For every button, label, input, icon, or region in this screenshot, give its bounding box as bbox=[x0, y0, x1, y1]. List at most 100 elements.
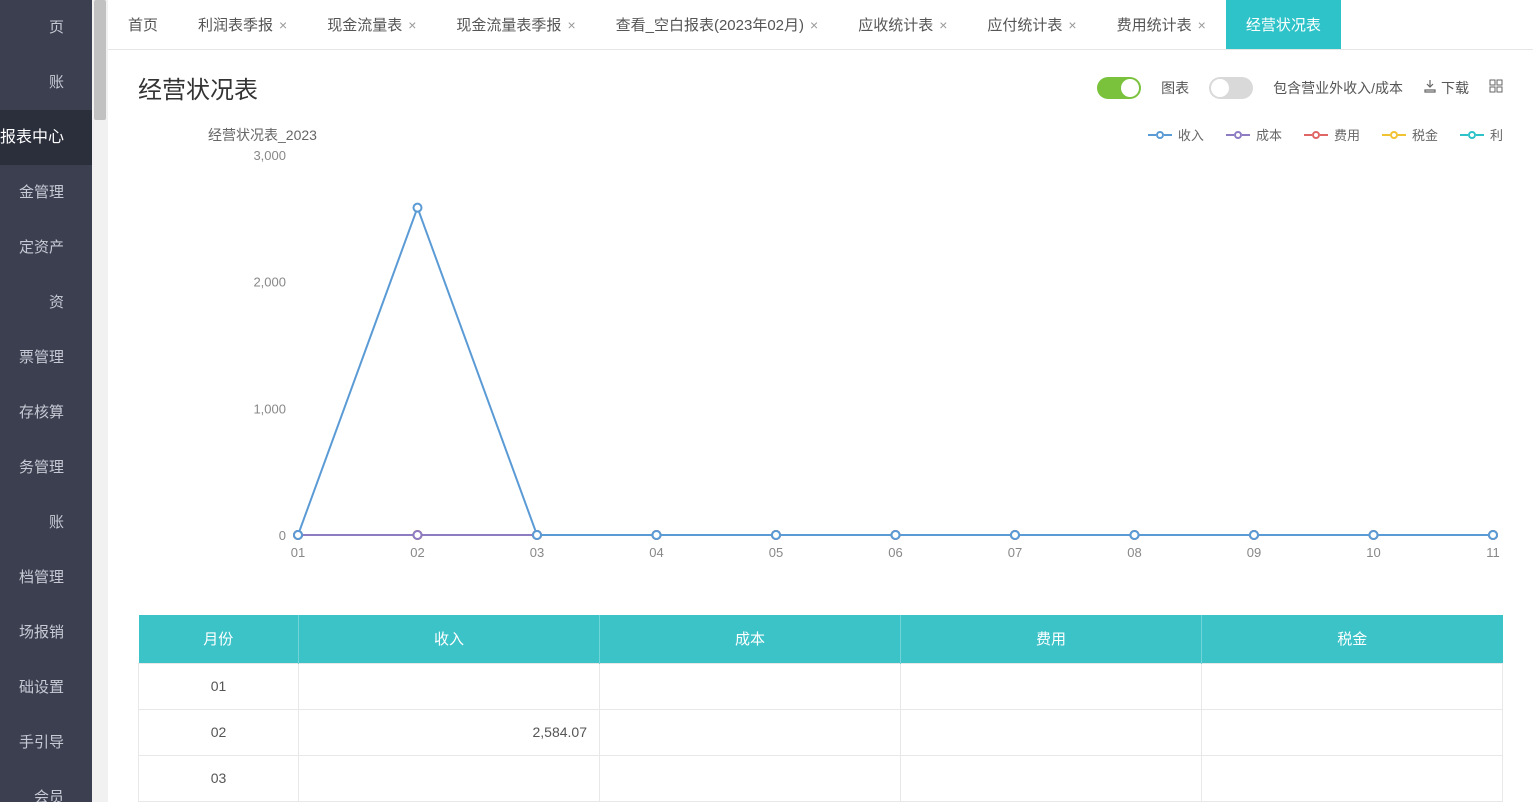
page-title: 经营状况表 bbox=[138, 70, 258, 105]
sidebar-item-0[interactable]: 页 bbox=[0, 0, 92, 55]
legend-item-3[interactable]: 税金 bbox=[1382, 125, 1438, 144]
table-cell bbox=[600, 663, 901, 709]
table-cell: 01 bbox=[139, 663, 299, 709]
tab-7[interactable]: 费用统计表 × bbox=[1097, 0, 1226, 49]
chart-title: 经营状况表_2023 bbox=[208, 125, 317, 145]
col-header-3: 费用 bbox=[901, 615, 1202, 663]
toggle-chart-label: 图表 bbox=[1161, 78, 1189, 98]
svg-text:07: 07 bbox=[1008, 545, 1022, 560]
sidebar-item-13[interactable]: 手引导 bbox=[0, 715, 92, 770]
close-icon[interactable]: × bbox=[408, 17, 416, 33]
legend-marker-icon bbox=[1226, 134, 1250, 136]
svg-text:05: 05 bbox=[769, 545, 783, 560]
tab-label: 利润表季报 bbox=[198, 14, 273, 35]
sidebar-item-2[interactable]: 报表中心 bbox=[0, 110, 92, 165]
tab-label: 经营状况表 bbox=[1246, 14, 1321, 35]
tab-1[interactable]: 利润表季报 × bbox=[178, 0, 307, 49]
svg-text:04: 04 bbox=[649, 545, 663, 560]
scrollbar-thumb[interactable] bbox=[94, 0, 106, 120]
main-panel: 首页 利润表季报 × 现金流量表 × 现金流量表季报 × 查看_空白报表(2023年02月) ×… bbox=[108, 0, 1533, 802]
tab-label: 现金流量表 bbox=[327, 14, 402, 35]
tab-0[interactable]: 首页 bbox=[108, 0, 178, 49]
legend-item-1[interactable]: 成本 bbox=[1226, 125, 1282, 144]
sidebar-item-5[interactable]: 资 bbox=[0, 275, 92, 330]
sidebar-item-11[interactable]: 场报销 bbox=[0, 605, 92, 660]
legend-marker-icon bbox=[1304, 134, 1328, 136]
close-icon[interactable]: × bbox=[939, 17, 947, 33]
table-row: 03 bbox=[139, 755, 1503, 801]
table-cell bbox=[299, 663, 600, 709]
toggle-chart[interactable] bbox=[1097, 77, 1141, 99]
col-header-0: 月份 bbox=[139, 615, 299, 663]
sidebar-item-10[interactable]: 档管理 bbox=[0, 550, 92, 605]
svg-text:3,000: 3,000 bbox=[253, 148, 286, 163]
tab-3[interactable]: 现金流量表季报 × bbox=[436, 0, 595, 49]
svg-text:0: 0 bbox=[279, 528, 286, 543]
tab-4[interactable]: 查看_空白报表(2023年02月) × bbox=[596, 0, 839, 49]
close-icon[interactable]: × bbox=[810, 17, 818, 33]
table-cell bbox=[1202, 755, 1503, 801]
sidebar-item-12[interactable]: 础设置 bbox=[0, 660, 92, 715]
close-icon[interactable]: × bbox=[1198, 17, 1206, 33]
table-cell bbox=[901, 663, 1202, 709]
scrollbar-track[interactable] bbox=[92, 0, 108, 802]
tab-6[interactable]: 应付统计表 × bbox=[967, 0, 1096, 49]
svg-text:1,000: 1,000 bbox=[253, 401, 286, 416]
line-chart: 01,0002,0003,0000102030405060708091011 bbox=[138, 145, 1503, 575]
table-row: 01 bbox=[139, 663, 1503, 709]
svg-text:02: 02 bbox=[410, 545, 424, 560]
sidebar-item-6[interactable]: 票管理 bbox=[0, 330, 92, 385]
tab-2[interactable]: 现金流量表 × bbox=[307, 0, 436, 49]
toggle-include-nonop[interactable] bbox=[1209, 77, 1253, 99]
table-cell bbox=[1202, 709, 1503, 755]
sidebar-item-7[interactable]: 存核算 bbox=[0, 385, 92, 440]
tab-label: 首页 bbox=[128, 14, 158, 35]
chart-legend: 收入 成本 费用 税金 利 bbox=[1148, 125, 1503, 144]
col-header-2: 成本 bbox=[600, 615, 901, 663]
sidebar-item-1[interactable]: 账 bbox=[0, 55, 92, 110]
table-cell bbox=[299, 755, 600, 801]
svg-text:10: 10 bbox=[1366, 545, 1380, 560]
tab-label: 现金流量表季报 bbox=[456, 14, 561, 35]
legend-label: 费用 bbox=[1334, 125, 1360, 144]
svg-text:01: 01 bbox=[291, 545, 305, 560]
tab-label: 查看_空白报表(2023年02月) bbox=[616, 14, 804, 35]
table-cell: 2,584.07 bbox=[299, 709, 600, 755]
sidebar-item-8[interactable]: 务管理 bbox=[0, 440, 92, 495]
sidebar-item-4[interactable]: 定资产 bbox=[0, 220, 92, 275]
tab-label: 应付统计表 bbox=[987, 14, 1062, 35]
grid-icon bbox=[1489, 79, 1503, 96]
legend-item-4[interactable]: 利 bbox=[1460, 125, 1503, 144]
legend-label: 成本 bbox=[1256, 125, 1282, 144]
tab-8[interactable]: 经营状况表 bbox=[1226, 0, 1341, 49]
close-icon[interactable]: × bbox=[567, 17, 575, 33]
legend-label: 税金 bbox=[1412, 125, 1438, 144]
tab-5[interactable]: 应收统计表× bbox=[838, 0, 967, 49]
table-cell bbox=[901, 709, 1202, 755]
download-icon bbox=[1423, 79, 1437, 96]
svg-text:03: 03 bbox=[530, 545, 544, 560]
svg-text:06: 06 bbox=[888, 545, 902, 560]
col-header-1: 收入 bbox=[299, 615, 600, 663]
table-cell bbox=[600, 709, 901, 755]
table-cell: 02 bbox=[139, 709, 299, 755]
page-header: 经营状况表 图表 包含营业外收入/成本 下载 bbox=[108, 50, 1533, 115]
data-table-wrap: 月份收入成本费用税金 01022,584.0703 bbox=[138, 615, 1503, 802]
sidebar-item-3[interactable]: 金管理 bbox=[0, 165, 92, 220]
toggle-include-nonop-label: 包含营业外收入/成本 bbox=[1273, 78, 1403, 98]
sidebar-item-14[interactable]: 会员 bbox=[0, 770, 92, 802]
svg-text:09: 09 bbox=[1247, 545, 1261, 560]
legend-item-0[interactable]: 收入 bbox=[1148, 125, 1204, 144]
download-button[interactable]: 下载 bbox=[1423, 78, 1469, 98]
close-icon[interactable]: × bbox=[279, 17, 287, 33]
table-cell bbox=[1202, 663, 1503, 709]
tab-label: 费用统计表 bbox=[1117, 14, 1192, 35]
col-header-4: 税金 bbox=[1202, 615, 1503, 663]
close-icon[interactable]: × bbox=[1068, 17, 1076, 33]
sidebar-item-9[interactable]: 账 bbox=[0, 495, 92, 550]
table-cell bbox=[901, 755, 1202, 801]
table-cell bbox=[600, 755, 901, 801]
legend-item-2[interactable]: 费用 bbox=[1304, 125, 1360, 144]
more-button[interactable] bbox=[1489, 79, 1503, 96]
data-table: 月份收入成本费用税金 01022,584.0703 bbox=[138, 615, 1503, 802]
